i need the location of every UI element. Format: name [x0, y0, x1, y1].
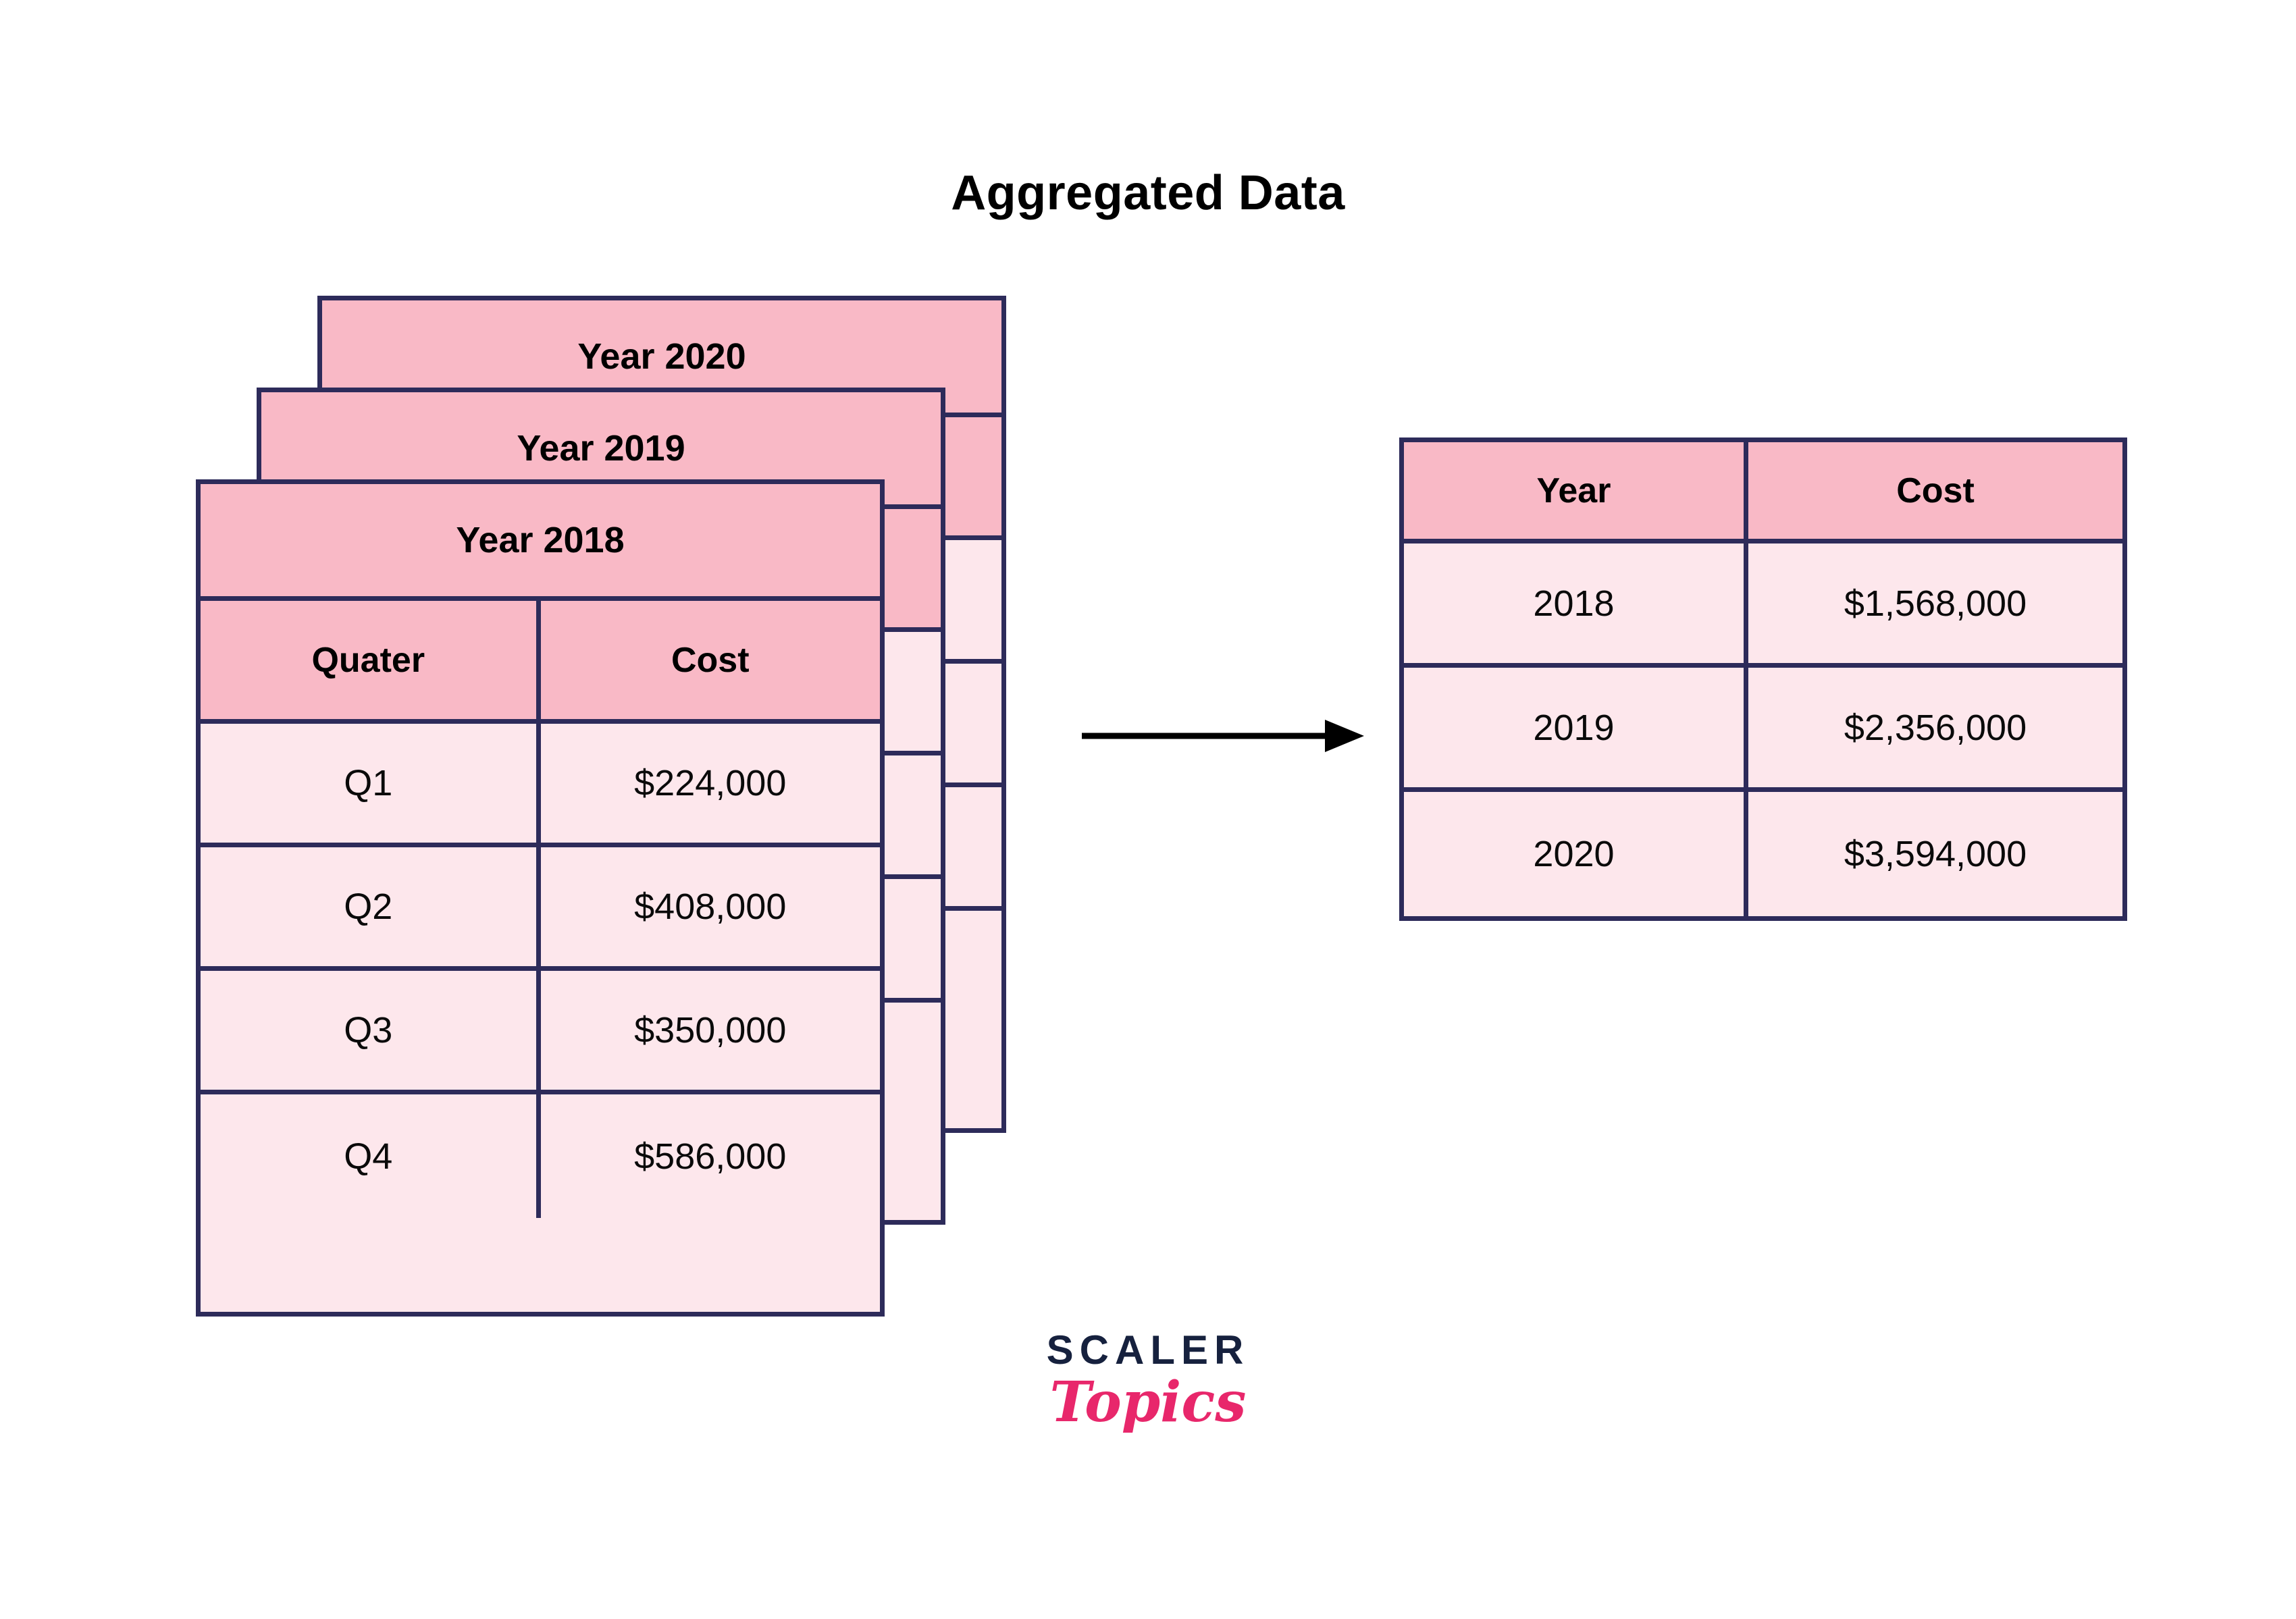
table-row: 2019 $2,356,000 [1404, 668, 2122, 792]
source-table-card-2018[interactable]: Year 2018 Quater Cost Q1 $224,000 Q2 $40… [196, 479, 885, 1317]
cell-cost: $224,000 [634, 763, 787, 803]
table-row: Q1 $224,000 [201, 724, 880, 847]
card-column-header-row: Quater Cost [201, 601, 880, 724]
scaler-topics-logo: SCALER Topics [0, 1327, 2296, 1435]
cell-quarter: Q3 [201, 971, 541, 1090]
logo-topics-wordmark: Topics [1049, 1370, 1247, 1435]
column-header-quater: Quater [201, 601, 541, 719]
aggregated-header-row: Year Cost [1404, 442, 2122, 543]
page-title: Aggregated Data [951, 166, 1345, 220]
table-row: Q2 $408,000 [201, 847, 880, 971]
table-row: Q4 $586,000 [201, 1094, 880, 1218]
aggregated-table[interactable]: Year Cost 2018 $1,568,000 2019 $2,356,00… [1399, 437, 2127, 921]
table-row: Q3 $350,000 [201, 971, 880, 1094]
cell-quarter: Q2 [201, 847, 541, 966]
cell-cost: $586,000 [634, 1136, 787, 1177]
cell-year: 2019 [1404, 668, 1748, 787]
cell-cost: $1,568,000 [1844, 583, 2027, 624]
cell-cost: $408,000 [634, 886, 787, 927]
card-title-2018: Year 2018 [201, 484, 880, 601]
cell-quarter: Q1 [201, 724, 541, 843]
table-row: 2018 $1,568,000 [1404, 543, 2122, 668]
cell-cost: $2,356,000 [1844, 707, 2027, 748]
cell-cost: $3,594,000 [1844, 834, 2027, 874]
cell-quarter: Q4 [201, 1094, 541, 1218]
cell-year: 2018 [1404, 543, 1748, 663]
table-row: 2020 $3,594,000 [1404, 792, 2122, 916]
arrow-right-icon [1082, 720, 1364, 752]
column-header-cost: Cost [671, 640, 750, 680]
logo-scaler-wordmark: SCALER [1046, 1327, 1250, 1373]
column-header-year: Year [1404, 442, 1748, 539]
column-header-cost: Cost [1896, 471, 1975, 510]
cell-cost: $350,000 [634, 1010, 787, 1051]
source-tables-stack: Year 2020 Quater Cost Q1 $224,000 Q2 $40… [0, 0, 1148, 1350]
cell-year: 2020 [1404, 792, 1748, 916]
